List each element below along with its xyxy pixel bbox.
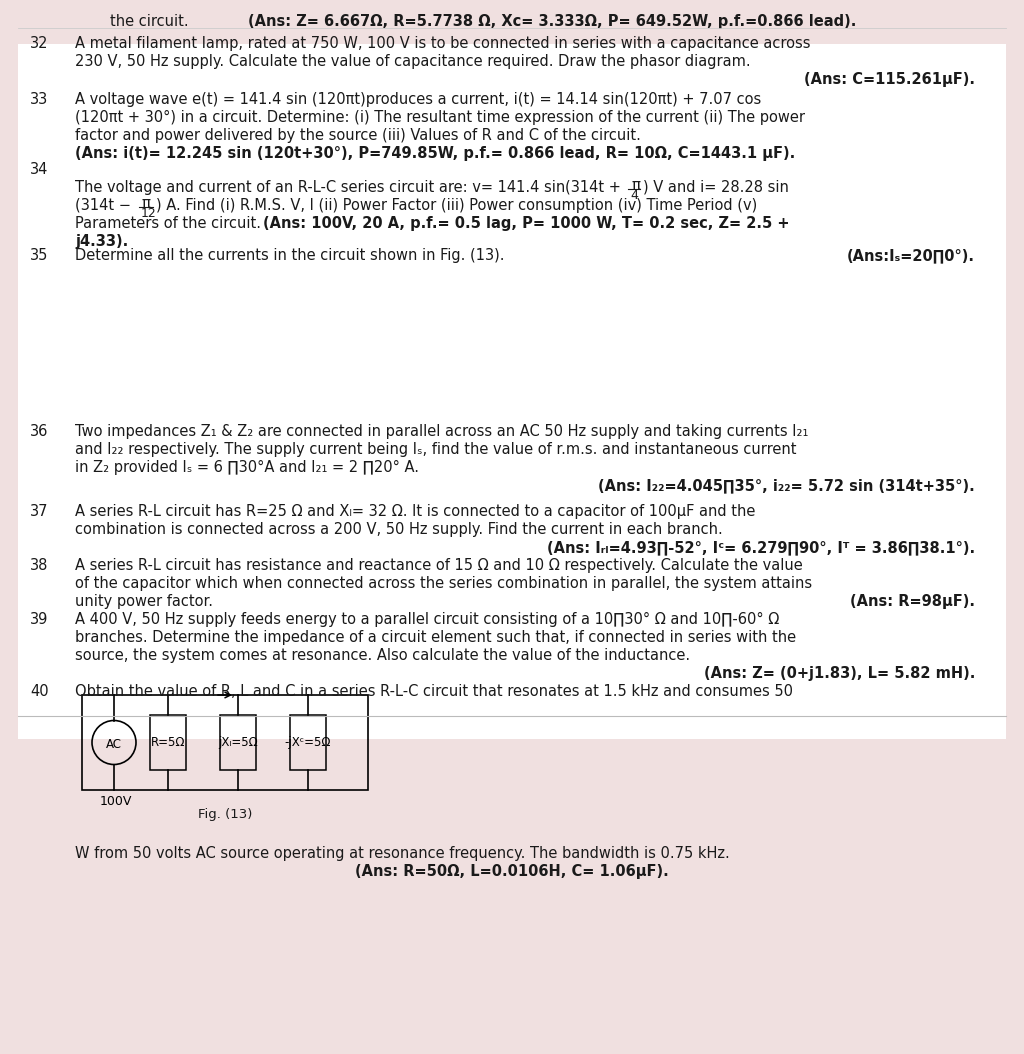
Bar xyxy=(220,715,256,770)
Text: in Z₂ provided Iₛ = 6 ∏30°A and I₂₁ = 2 ∏20° A.: in Z₂ provided Iₛ = 6 ∏30°A and I₂₁ = 2 … xyxy=(75,460,419,475)
Text: (Ans: Iᵣₗ=4.93∏-52°, Iᶜ= 6.279∏90°, Iᵀ = 3.86∏38.1°).: (Ans: Iᵣₗ=4.93∏-52°, Iᶜ= 6.279∏90°, Iᵀ =… xyxy=(547,540,975,555)
Text: source, the system comes at resonance. Also calculate the value of the inductanc: source, the system comes at resonance. A… xyxy=(75,648,690,663)
Text: π: π xyxy=(631,178,640,193)
Text: combination is connected across a 200 V, 50 Hz supply. Find the current in each : combination is connected across a 200 V,… xyxy=(75,522,723,536)
Text: 4: 4 xyxy=(630,189,638,202)
Text: 12: 12 xyxy=(141,207,157,220)
Text: Parameters of the circuit.: Parameters of the circuit. xyxy=(75,216,261,231)
Text: branches. Determine the impedance of a circuit element such that, if connected i: branches. Determine the impedance of a c… xyxy=(75,630,796,645)
Text: 40: 40 xyxy=(30,684,48,699)
Text: -jXᶜ=5Ω: -jXᶜ=5Ω xyxy=(285,736,331,749)
Text: (Ans: i(t)= 12.245 sin (120t+30°), P=749.85W, p.f.= 0.866 lead, R= 10Ω, C=1443.1: (Ans: i(t)= 12.245 sin (120t+30°), P=749… xyxy=(75,147,796,161)
Text: 39: 39 xyxy=(30,612,48,627)
Text: factor and power delivered by the source (iii) Values of R and C of the circuit.: factor and power delivered by the source… xyxy=(75,128,641,143)
Text: unity power factor.: unity power factor. xyxy=(75,594,213,609)
Text: Two impedances Z₁ & Z₂ are connected in parallel across an AC 50 Hz supply and t: Two impedances Z₁ & Z₂ are connected in … xyxy=(75,424,808,440)
Text: Determine all the currents in the circuit shown in Fig. (13).: Determine all the currents in the circui… xyxy=(75,248,505,264)
Text: j4.33).: j4.33). xyxy=(75,234,128,249)
Text: 36: 36 xyxy=(30,424,48,440)
Bar xyxy=(18,739,1006,1019)
Text: A metal filament lamp, rated at 750 W, 100 V is to be connected in series with a: A metal filament lamp, rated at 750 W, 1… xyxy=(75,36,811,51)
Bar xyxy=(150,715,186,770)
Text: (Ans: Z= 6.667Ω, R=5.7738 Ω, Xᴄ= 3.333Ω, P= 649.52W, p.f.=0.866 lead).: (Ans: Z= 6.667Ω, R=5.7738 Ω, Xᴄ= 3.333Ω,… xyxy=(248,14,856,30)
Text: 33: 33 xyxy=(30,92,48,108)
Text: 38: 38 xyxy=(30,558,48,573)
Text: (314t −: (314t − xyxy=(75,198,131,213)
Text: A 400 V, 50 Hz supply feeds energy to a parallel circuit consisting of a 10∏30° : A 400 V, 50 Hz supply feeds energy to a … xyxy=(75,612,779,627)
Text: (Ans:Iₛ=20∏0°).: (Ans:Iₛ=20∏0°). xyxy=(847,248,975,264)
Text: 34: 34 xyxy=(30,162,48,177)
Text: 100V: 100V xyxy=(100,795,132,808)
Text: (Ans: Z= (0+j1.83), L= 5.82 mH).: (Ans: Z= (0+j1.83), L= 5.82 mH). xyxy=(703,666,975,681)
Text: Obtain the value of R, L and C in a series R-L-C circuit that resonates at 1.5 k: Obtain the value of R, L and C in a seri… xyxy=(75,684,793,699)
Text: (Ans: I₂₂=4.045∏35°, i₂₂= 5.72 sin (314t+35°).: (Ans: I₂₂=4.045∏35°, i₂₂= 5.72 sin (314t… xyxy=(598,479,975,493)
Bar xyxy=(82,695,368,790)
Text: ) V and i= 28.28 sin: ) V and i= 28.28 sin xyxy=(643,180,788,195)
Text: (314t +: (314t + xyxy=(565,180,621,195)
Text: A voltage wave e(t) = 141.4 sin (120πt)produces a current, i(t) = 14.14 sin(120π: A voltage wave e(t) = 141.4 sin (120πt)p… xyxy=(75,92,761,108)
Text: 230 V, 50 Hz supply. Calculate the value of capacitance required. Draw the phaso: 230 V, 50 Hz supply. Calculate the value… xyxy=(75,54,751,69)
Text: 32: 32 xyxy=(30,36,48,51)
Text: (Ans: C=115.261μF).: (Ans: C=115.261μF). xyxy=(804,72,975,87)
Text: 35: 35 xyxy=(30,248,48,264)
Text: R=5Ω: R=5Ω xyxy=(151,736,185,749)
Text: AC: AC xyxy=(106,739,122,752)
Text: ) A. Find (i) R.M.S. V, I (ii) Power Factor (iii) Power consumption (iv) Time Pe: ) A. Find (i) R.M.S. V, I (ii) Power Fac… xyxy=(156,198,758,213)
Text: π: π xyxy=(142,196,152,211)
Text: W from 50 volts AC source operating at resonance frequency. The bandwidth is 0.7: W from 50 volts AC source operating at r… xyxy=(75,846,730,861)
Text: A series R-L circuit has R=25 Ω and Xₗ= 32 Ω. It is connected to a capacitor of : A series R-L circuit has R=25 Ω and Xₗ= … xyxy=(75,504,756,519)
Bar xyxy=(290,715,326,770)
Text: (Ans: R=50Ω, L=0.0106H, C= 1.06μF).: (Ans: R=50Ω, L=0.0106H, C= 1.06μF). xyxy=(355,864,669,879)
Text: 37: 37 xyxy=(30,504,48,519)
Text: Fig. (13): Fig. (13) xyxy=(198,808,252,821)
Text: jXₗ=5Ω: jXₗ=5Ω xyxy=(218,736,258,749)
Text: A series R-L circuit has resistance and reactance of 15 Ω and 10 Ω respectively.: A series R-L circuit has resistance and … xyxy=(75,558,803,573)
Text: the circuit.: the circuit. xyxy=(110,14,188,30)
Text: of the capacitor which when connected across the series combination in parallel,: of the capacitor which when connected ac… xyxy=(75,575,812,591)
Text: (Ans: R=98μF).: (Ans: R=98μF). xyxy=(850,594,975,609)
Text: (120πt + 30°) in a circuit. Determine: (i) The resultant time expression of the : (120πt + 30°) in a circuit. Determine: (… xyxy=(75,110,805,125)
Text: and I₂₂ respectively. The supply current being Iₛ, find the value of r.m.s. and : and I₂₂ respectively. The supply current… xyxy=(75,442,797,457)
Text: (Ans: 100V, 20 A, p.f.= 0.5 lag, P= 1000 W, T= 0.2 sec, Z= 2.5 +: (Ans: 100V, 20 A, p.f.= 0.5 lag, P= 1000… xyxy=(263,216,790,231)
Text: The voltage and current of an R-L-C series circuit are: v= 141.4 sin: The voltage and current of an R-L-C seri… xyxy=(75,180,565,195)
